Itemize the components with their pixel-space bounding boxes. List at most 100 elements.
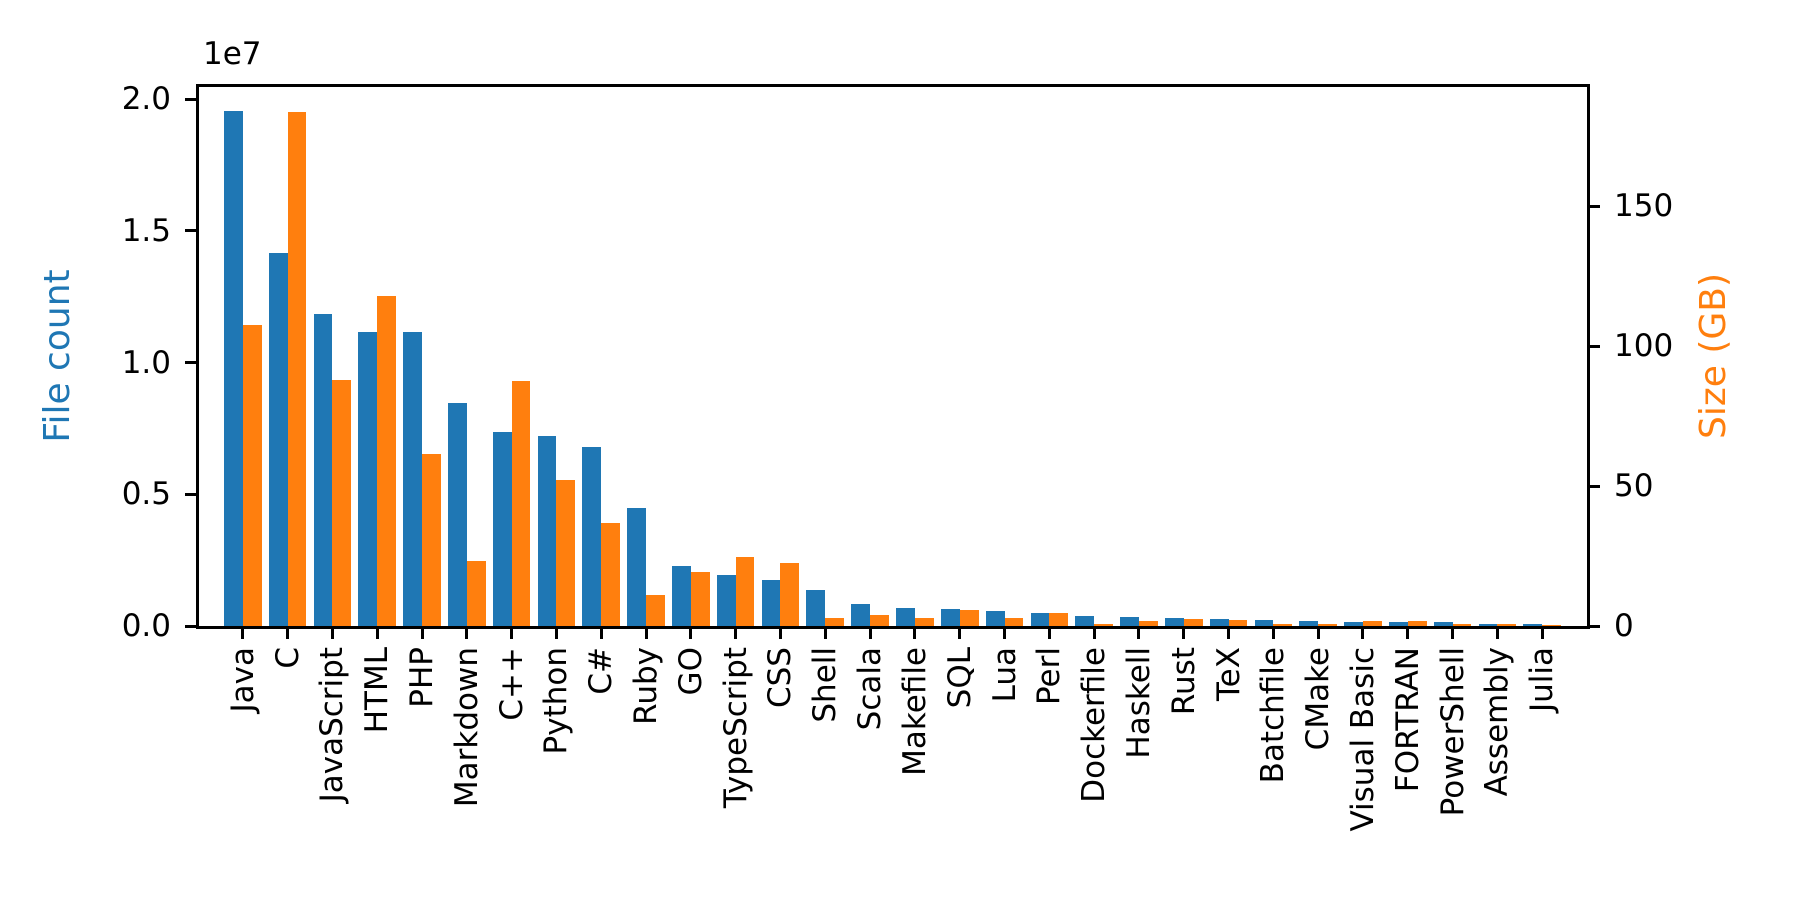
bar-file-count-java [223, 111, 243, 626]
x-axis-tick-scala [868, 626, 872, 639]
y-axis-left-tick-0.0 [185, 624, 198, 628]
x-axis-tick-fortran [1406, 626, 1410, 639]
y-tick-label-right-100: 100 [1614, 328, 1674, 365]
bar-size-gb-cplusplus [511, 380, 531, 626]
x-tick-label-python: Python [538, 647, 575, 755]
x-tick-label-go: GO [672, 647, 709, 696]
bar-size-gb-php [422, 454, 441, 626]
bar-size-gb-lua [1004, 618, 1024, 626]
x-tick-label-sql: SQL [941, 647, 978, 709]
bar-size-gb-csharp [601, 522, 621, 626]
bar-file-count-shell [806, 589, 826, 626]
bar-file-count-dockerfile [1075, 616, 1095, 626]
bar-file-count-batchfile [1254, 619, 1274, 626]
bar-file-count-ruby [627, 508, 647, 626]
x-axis-tick-java [241, 626, 245, 639]
x-tick-label-ruby: Ruby [628, 647, 665, 725]
x-axis-tick-shell [823, 626, 827, 639]
bar-size-gb-java [242, 324, 262, 626]
y-tick-label-right-150: 150 [1614, 188, 1674, 225]
bar-size-gb-css [780, 562, 800, 626]
bar-size-gb-typescript [735, 557, 755, 626]
y-axis-left-tick-2.0 [185, 97, 198, 101]
bar-file-count-html [358, 331, 378, 626]
x-tick-label-batchfile: Batchfile [1255, 647, 1292, 784]
bar-file-count-assembly [1478, 623, 1498, 626]
bar-size-gb-batchfile [1273, 624, 1293, 626]
bar-file-count-scala [851, 603, 871, 626]
bar-size-gb-shell [825, 617, 845, 626]
y-axis-right-tick-100 [1587, 344, 1600, 348]
bar-file-count-makefile [896, 608, 915, 626]
y-tick-label-left-2.0: 2.0 [121, 81, 171, 118]
bar-file-count-sql [940, 608, 960, 626]
x-axis-tick-javascript [330, 626, 334, 639]
x-tick-label-perl: Perl [1031, 647, 1068, 706]
bar-size-gb-assembly [1497, 623, 1517, 626]
x-axis-tick-cmake [1316, 626, 1320, 639]
x-axis-tick-css [778, 626, 782, 639]
bar-file-count-fortran [1388, 622, 1408, 626]
bar-size-gb-makefile [914, 617, 934, 626]
x-axis-tick-assembly [1495, 626, 1499, 639]
x-tick-label-php: PHP [404, 647, 441, 708]
x-tick-label-scala: Scala [852, 647, 889, 731]
x-tick-label-cmake: CMake [1300, 647, 1337, 751]
y-axis-right-tick-50 [1587, 484, 1600, 488]
bar-size-gb-julia [1542, 625, 1561, 626]
bar-size-gb-rust [1183, 618, 1203, 626]
x-axis-tick-rust [1182, 626, 1186, 639]
bar-size-gb-sql [959, 610, 979, 626]
bar-file-count-css [761, 580, 781, 626]
x-axis-tick-c [286, 626, 290, 639]
bar-file-count-csharp [582, 446, 602, 626]
bar-file-count-cplusplus [492, 431, 512, 626]
x-tick-label-cplusplus: C++ [493, 647, 530, 721]
bar-file-count-cmake [1299, 621, 1319, 626]
x-tick-label-rust: Rust [1165, 647, 1202, 716]
bar-file-count-rust [1164, 617, 1184, 626]
bar-size-gb-tex [1228, 619, 1248, 626]
bar-size-gb-scala [870, 615, 889, 626]
bar-size-gb-perl [1049, 612, 1069, 626]
bar-file-count-typescript [716, 574, 736, 626]
x-tick-label-c: C [269, 647, 306, 669]
bar-size-gb-powershell [1452, 624, 1472, 626]
y-axis-offset-text: 1e7 [203, 36, 262, 72]
x-axis-tick-julia [1540, 626, 1544, 639]
x-tick-label-haskell: Haskell [1120, 647, 1157, 759]
x-axis-tick-visual-basic [1361, 626, 1365, 639]
x-axis-tick-typescript [734, 626, 738, 639]
x-axis-tick-haskell [1137, 626, 1141, 639]
bar-file-count-powershell [1433, 622, 1453, 626]
bar-file-count-python [537, 435, 557, 626]
y-tick-label-left-1.5: 1.5 [121, 212, 171, 249]
bar-size-gb-cmake [1318, 624, 1337, 626]
bar-file-count-markdown [448, 403, 467, 626]
bar-file-count-c [268, 253, 288, 626]
bar-file-count-go [672, 566, 691, 626]
bar-file-count-javascript [313, 314, 333, 626]
x-tick-label-javascript: JavaScript [314, 647, 351, 803]
y-tick-label-left-0.5: 0.5 [121, 476, 171, 513]
x-tick-label-shell: Shell [807, 647, 844, 723]
bar-size-gb-python [556, 480, 576, 626]
x-axis-tick-csharp [599, 626, 603, 639]
x-axis-tick-markdown [465, 626, 469, 639]
bar-file-count-julia [1523, 624, 1543, 626]
y-tick-label-left-1.0: 1.0 [121, 344, 171, 381]
bar-file-count-tex [1209, 619, 1229, 626]
bar-size-gb-markdown [466, 561, 486, 626]
x-axis-tick-powershell [1451, 626, 1455, 639]
bar-size-gb-fortran [1407, 621, 1427, 626]
x-axis-tick-php [420, 626, 424, 639]
x-tick-label-typescript: TypeScript [717, 647, 754, 809]
bar-size-gb-go [690, 572, 710, 626]
x-tick-label-fortran: FORTRAN [1389, 647, 1426, 793]
x-axis-tick-perl [1047, 626, 1051, 639]
x-axis-tick-go [689, 626, 693, 639]
x-tick-label-assembly: Assembly [1479, 647, 1516, 797]
bar-file-count-visual-basic [1344, 621, 1363, 626]
x-axis-tick-batchfile [1271, 626, 1275, 639]
y-tick-label-right-0: 0 [1614, 608, 1634, 644]
